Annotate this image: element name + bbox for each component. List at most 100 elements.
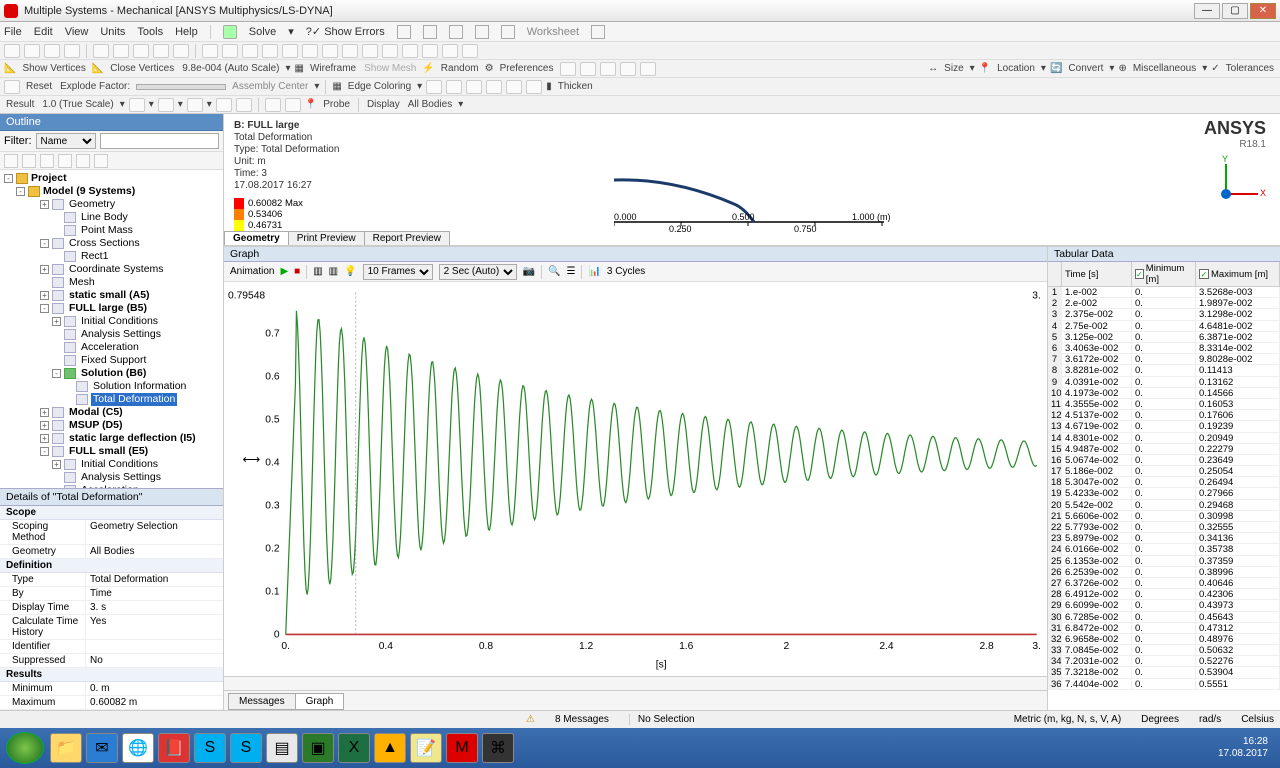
taskbar-icon[interactable]: ▣ <box>302 733 334 763</box>
toolbar-explode: Reset Explode Factor: Assembly Center▾ ▦… <box>0 78 1280 96</box>
preferences[interactable]: Preferences <box>498 63 556 74</box>
menubar: File Edit View Units Tools Help Solve ▾ … <box>0 22 1280 42</box>
min-check[interactable]: ✓ <box>1135 269 1144 279</box>
svg-text:0.2: 0.2 <box>265 544 280 555</box>
menu-help[interactable]: Help <box>175 26 198 38</box>
bulb-icon[interactable]: 💡 <box>344 266 356 277</box>
explode-slider[interactable] <box>136 84 226 90</box>
taskbar-icon[interactable]: S <box>230 733 262 763</box>
thicken[interactable]: Thicken <box>556 81 595 92</box>
show-vertices[interactable]: Show Vertices <box>20 63 87 74</box>
graph-header: Graph <box>224 247 1047 262</box>
svg-text:0.: 0. <box>281 641 290 652</box>
menu-view[interactable]: View <box>65 26 89 38</box>
animation-label: Animation <box>230 266 274 277</box>
maximize-button[interactable]: ▢ <box>1222 3 1248 19</box>
svg-text:Y: Y <box>1222 154 1228 164</box>
tb-icon[interactable] <box>4 44 20 58</box>
svg-text:0.8: 0.8 <box>479 641 494 652</box>
svg-text:0.79548: 0.79548 <box>228 291 265 302</box>
svg-text:0.500: 0.500 <box>732 212 755 222</box>
close-vertices[interactable]: Close Vertices <box>108 63 176 74</box>
start-button[interactable] <box>6 732 44 764</box>
tolerances-btn[interactable]: Tolerances <box>1224 63 1276 74</box>
random[interactable]: Random <box>439 63 481 74</box>
taskbar-icon[interactable]: S <box>194 733 226 763</box>
svg-text:0.000: 0.000 <box>614 212 637 222</box>
svg-text:0.1: 0.1 <box>265 587 280 598</box>
probe[interactable]: Probe <box>321 99 352 110</box>
tabular-header: Tabular Data <box>1048 247 1280 262</box>
svg-text:0.250: 0.250 <box>669 224 692 234</box>
frame-icon[interactable]: ▥ <box>313 266 322 277</box>
taskbar-icon[interactable]: 📁 <box>50 733 82 763</box>
taskbar-icon[interactable]: M <box>446 733 478 763</box>
explode-label: Explode Factor: <box>58 81 132 92</box>
max-check[interactable]: ✓ <box>1199 269 1209 279</box>
filter-input[interactable] <box>100 133 220 149</box>
tab-messages[interactable]: Messages <box>228 693 296 710</box>
taskbar-icon[interactable]: ▲ <box>374 733 406 763</box>
outline-tree[interactable]: -Project-Model (9 Systems)+GeometryLine … <box>0 170 223 488</box>
taskbar-icon[interactable]: 🌐 <box>122 733 154 763</box>
menu-tools[interactable]: Tools <box>137 26 163 38</box>
all-bodies[interactable]: All Bodies <box>406 99 454 110</box>
toolbar-result: Result 1.0 (True Scale)▾ ▾ ▾ ▾ 📍Probe Di… <box>0 96 1280 114</box>
convert-btn[interactable]: Convert <box>1066 63 1105 74</box>
edge-coloring[interactable]: Edge Coloring <box>346 81 413 92</box>
svg-text:0.4: 0.4 <box>265 458 280 469</box>
auto-scale[interactable]: 9.8e-004 (Auto Scale) <box>180 63 281 74</box>
taskbar-icon[interactable]: 📕 <box>158 733 190 763</box>
size-btn[interactable]: Size <box>942 63 965 74</box>
titlebar: Multiple Systems - Mechanical [ANSYS Mul… <box>0 0 1280 22</box>
taskbar-icon[interactable]: ▤ <box>266 733 298 763</box>
tab-graph[interactable]: Graph <box>295 693 345 710</box>
solve-label[interactable]: Solve <box>249 26 277 38</box>
graph-toolbar: Animation ▶ ■ ▥▥ 💡 10 Frames 2 Sec (Auto… <box>224 262 1047 282</box>
outline-header: Outline <box>0 114 223 131</box>
outline-toolbar <box>0 152 223 170</box>
svg-text:2.8: 2.8 <box>980 641 995 652</box>
taskbar-clock[interactable]: 16:28 17.08.2017 <box>1218 736 1274 760</box>
filter-label: Filter: <box>4 135 32 147</box>
misc-btn[interactable]: Miscellaneous <box>1131 63 1198 74</box>
show-errors[interactable]: ?✓ Show Errors <box>306 25 385 38</box>
time-chart[interactable]: 0.70.60.50.40.30.20.100.795480.0.40.81.2… <box>224 282 1047 676</box>
minimize-button[interactable]: — <box>1194 3 1220 19</box>
close-button[interactable]: ✕ <box>1250 3 1276 19</box>
result-label: Result <box>4 99 36 110</box>
menu-units[interactable]: Units <box>100 26 125 38</box>
svg-text:0: 0 <box>274 630 280 641</box>
filter-select[interactable]: Name <box>36 133 96 149</box>
svg-text:0.7: 0.7 <box>265 329 280 340</box>
taskbar-icon[interactable]: ⌘ <box>482 733 514 763</box>
tab-report[interactable]: Report Preview <box>364 231 450 245</box>
assembly-center[interactable]: Assembly Center <box>230 81 310 92</box>
menu-file[interactable]: File <box>4 26 22 38</box>
view-3d[interactable]: B: FULL large Total Deformation Type: To… <box>224 114 1280 246</box>
tabular-body[interactable]: 11.e-0020.3.5268e-00322.e-0020.1.9897e-0… <box>1048 287 1280 710</box>
frames-select[interactable]: 10 Frames <box>363 264 433 280</box>
taskbar-icon[interactable]: X <box>338 733 370 763</box>
stop-button[interactable]: ■ <box>294 266 300 277</box>
location-btn[interactable]: Location <box>995 63 1037 74</box>
window-title: Multiple Systems - Mechanical [ANSYS Mul… <box>24 5 1192 17</box>
sec-select[interactable]: 2 Sec (Auto) <box>439 264 517 280</box>
tab-geometry[interactable]: Geometry <box>224 231 289 245</box>
svg-text:0.750: 0.750 <box>794 224 817 234</box>
taskbar-icon[interactable]: 📝 <box>410 733 442 763</box>
result-info: B: FULL large Total Deformation Type: To… <box>234 120 339 192</box>
taskbar: 📁✉🌐📕SS▤▣X▲📝M⌘ 16:28 17.08.2017 <box>0 728 1280 768</box>
play-button[interactable]: ▶ <box>280 266 288 277</box>
app-icon <box>4 4 18 18</box>
svg-text:2.4: 2.4 <box>879 641 894 652</box>
menu-edit[interactable]: Edit <box>34 26 53 38</box>
solve-icon[interactable] <box>223 25 237 39</box>
worksheet-label[interactable]: Worksheet <box>527 26 579 38</box>
show-mesh[interactable]: Show Mesh <box>362 63 418 74</box>
tab-print[interactable]: Print Preview <box>288 231 365 245</box>
true-scale[interactable]: 1.0 (True Scale) <box>40 99 115 110</box>
wireframe[interactable]: Wireframe <box>308 63 358 74</box>
taskbar-icon[interactable]: ✉ <box>86 733 118 763</box>
reset-btn[interactable]: Reset <box>24 81 54 92</box>
